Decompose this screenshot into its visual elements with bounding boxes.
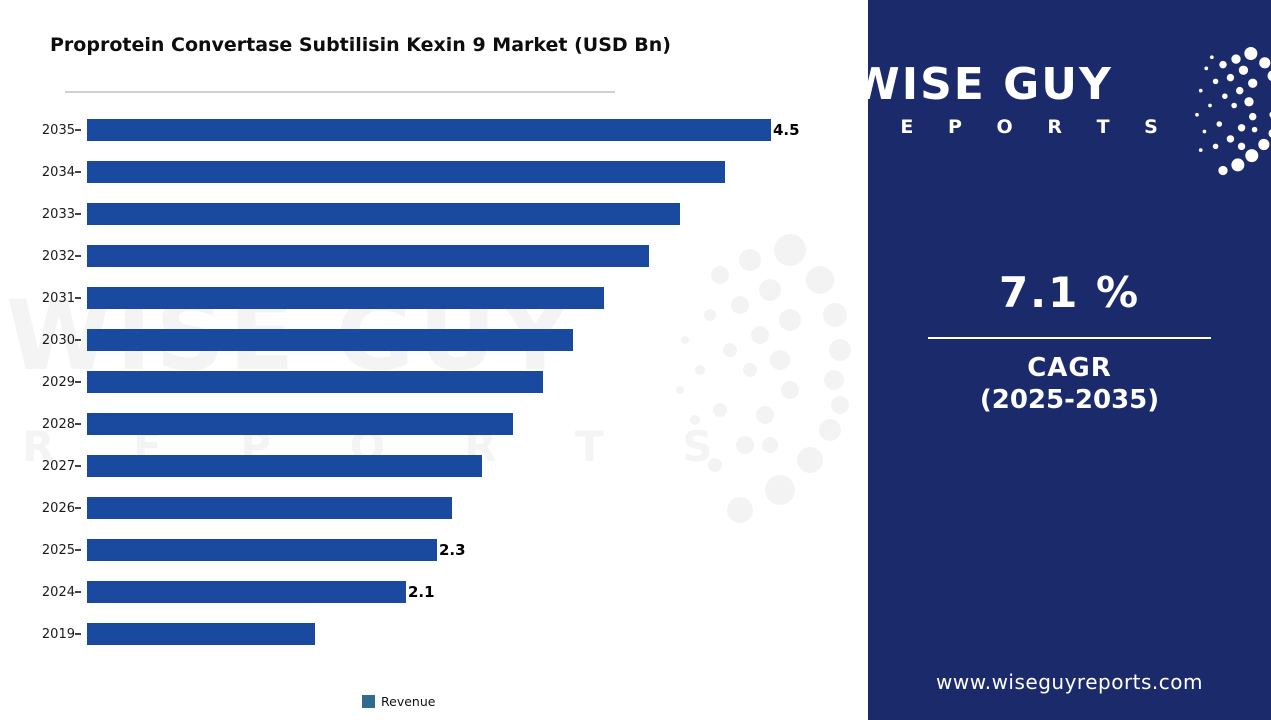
chart-panel: WISE GUY R E P O R T S Proprotein Conver…	[0, 34, 851, 709]
legend: Revenue	[362, 694, 435, 709]
y-tick-label: 2034	[41, 164, 75, 180]
bar-row: 2032	[0, 235, 800, 277]
y-tick-label: 2027	[41, 458, 75, 474]
bar-2024	[87, 581, 406, 603]
y-tick-mark	[75, 255, 81, 257]
y-tick-label: 2030	[41, 332, 75, 348]
bar-2032	[87, 245, 649, 267]
bar-2025	[87, 539, 437, 561]
cagr-value: 7.1 %	[998, 268, 1141, 317]
y-tick-mark	[75, 591, 81, 593]
bar-row: 2034	[0, 151, 800, 193]
bar-row: 2026	[0, 487, 800, 529]
bar-2027	[87, 455, 482, 477]
y-tick-mark	[75, 423, 81, 425]
bar-2031	[87, 287, 604, 309]
logo-wordmark: WISE GUY	[851, 59, 1113, 110]
cagr-divider	[928, 337, 1211, 339]
cagr-sidebar: WISE GUY R E P O R T S	[851, 0, 1271, 720]
y-tick-mark	[75, 339, 81, 341]
bar-2029	[87, 371, 543, 393]
bar-row: 2029	[0, 361, 800, 403]
bar-2030	[87, 329, 573, 351]
website-url: www.wiseguyreports.com	[935, 670, 1203, 694]
bar-value-label: 2.3	[439, 541, 466, 559]
y-tick-label: 2031	[41, 290, 75, 306]
bar-row: 2024 2.1	[0, 571, 800, 613]
y-tick-mark	[75, 633, 81, 635]
bar-row: 2035 4.5	[0, 109, 800, 151]
bar-chart: 2035 4.5 2034 2033 2032 2031 2030 2029 2028 2027 2…	[0, 109, 800, 655]
y-tick-mark	[75, 213, 81, 215]
y-tick-label: 2035	[41, 122, 75, 138]
legend-label: Revenue	[381, 694, 436, 709]
bar-value-label: 2.1	[408, 583, 435, 601]
y-tick-mark	[75, 171, 81, 173]
logo-head-icon	[1194, 47, 1271, 176]
bar-row: 2030	[0, 319, 800, 361]
bar-row: 2027	[0, 445, 800, 487]
y-tick-mark	[75, 129, 81, 131]
logo-subtitle: R E P O R T S	[851, 116, 1172, 139]
bar-2019	[87, 623, 315, 645]
y-tick-label: 2025	[41, 542, 75, 558]
cagr-block: 7.1 % CAGR (2025-2035)	[868, 268, 1271, 415]
bar-value-label: 4.5	[773, 121, 800, 139]
y-tick-mark	[75, 549, 81, 551]
bar-row: 2025 2.3	[0, 529, 800, 571]
bar-2033	[87, 203, 680, 225]
bar-row: 2028	[0, 403, 800, 445]
y-tick-mark	[75, 507, 81, 509]
bar-2026	[87, 497, 452, 519]
y-tick-label: 2026	[41, 500, 75, 516]
y-tick-label: 2024	[41, 584, 75, 600]
wiseguy-logo: WISE GUY R E P O R T S	[851, 42, 1271, 182]
cagr-range: (2025-2035)	[979, 385, 1160, 415]
cagr-label: CAGR	[1027, 353, 1112, 383]
title-divider	[65, 91, 615, 93]
y-tick-label: 2028	[41, 416, 75, 432]
bar-2035	[87, 119, 771, 141]
y-tick-mark	[75, 297, 81, 299]
logo-text: WISE GUY R E P O R T S	[851, 59, 1172, 139]
y-tick-label: 2019	[41, 626, 75, 642]
chart-title: Proprotein Convertase Subtilisin Kexin 9…	[50, 34, 671, 56]
bar-row: 2033	[0, 193, 800, 235]
y-tick-mark	[75, 465, 81, 467]
bar-row: 2019	[0, 613, 800, 655]
bar-row: 2031	[0, 277, 800, 319]
y-tick-mark	[75, 381, 81, 383]
y-tick-label: 2029	[41, 374, 75, 390]
bar-2028	[87, 413, 513, 435]
bar-2034	[87, 161, 725, 183]
legend-swatch	[362, 695, 375, 708]
y-tick-label: 2032	[41, 248, 75, 264]
y-tick-label: 2033	[41, 206, 75, 222]
